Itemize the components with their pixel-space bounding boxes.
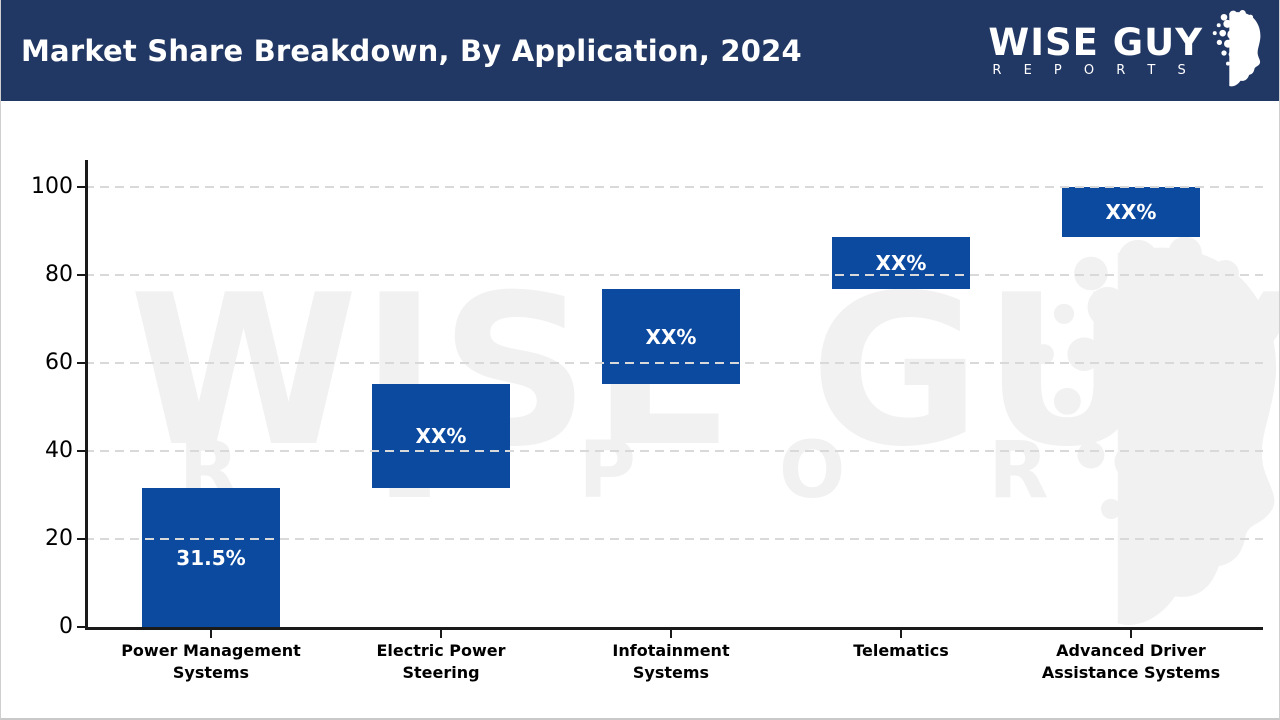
y-tick-label: 100 (31, 174, 73, 199)
head-profile-icon (1212, 9, 1261, 86)
y-axis-tick (77, 450, 85, 452)
bar: XX% (1062, 187, 1200, 238)
gridline (85, 274, 1263, 276)
watermark-head-icon (1033, 236, 1277, 626)
y-axis-tick (77, 626, 85, 628)
gridline (85, 538, 1263, 540)
bar-value-label: XX% (875, 251, 927, 276)
y-tick-label: 20 (45, 526, 73, 551)
bar-value-label: XX% (1105, 200, 1157, 225)
y-axis-tick (77, 538, 85, 540)
y-axis-tick (77, 362, 85, 364)
gridline (85, 186, 1263, 188)
gridline (85, 362, 1263, 364)
y-tick-label: 0 (59, 614, 73, 639)
y-axis-tick (77, 274, 85, 276)
bar: XX% (602, 289, 740, 385)
x-axis-tick (1130, 630, 1132, 638)
category-label: Power Management Systems (121, 641, 301, 682)
bar-value-label: XX% (645, 324, 697, 349)
gridline (85, 450, 1263, 452)
category-label: Advanced Driver Assistance Systems (1041, 641, 1221, 682)
y-axis-tick (77, 186, 85, 188)
x-axis (85, 627, 1263, 630)
bar: XX% (372, 384, 510, 489)
y-tick-label: 40 (45, 438, 73, 463)
category-label: Electric Power Steering (376, 641, 506, 682)
category-label: Telematics (853, 641, 949, 660)
logo-text: WISE GUY R E P O R T S (988, 24, 1203, 77)
bar-value-label: 31.5% (176, 545, 246, 570)
y-tick-label: 60 (45, 350, 73, 375)
bar-value-label: XX% (415, 424, 467, 449)
y-tick-label: 80 (45, 262, 73, 287)
logo-subtitle: R E P O R T S (992, 63, 1195, 78)
x-axis-tick (440, 630, 442, 638)
x-axis-tick (210, 630, 212, 638)
bar: XX% (832, 237, 970, 290)
bar: 31.5% (142, 488, 280, 627)
wiseguy-logo: WISE GUY R E P O R T S (988, 8, 1263, 94)
x-axis-tick (900, 630, 902, 638)
logo-wordmark: WISE GUY (988, 21, 1203, 64)
y-axis (85, 160, 88, 629)
x-axis-tick (670, 630, 672, 638)
category-label: Infotainment Systems (612, 641, 730, 682)
page-title: Market Share Breakdown, By Application, … (21, 33, 802, 68)
header-bar: Market Share Breakdown, By Application, … (1, 0, 1279, 101)
